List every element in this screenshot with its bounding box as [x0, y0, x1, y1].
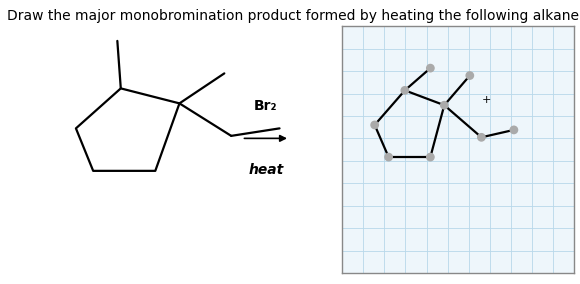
Point	[370, 123, 379, 127]
Text: Br₂: Br₂	[254, 99, 277, 113]
Text: heat: heat	[248, 163, 284, 177]
Point	[384, 155, 393, 159]
Point	[477, 135, 486, 139]
Point	[509, 128, 519, 132]
Point	[465, 73, 474, 78]
Point	[426, 155, 435, 159]
Text: +: +	[481, 95, 491, 105]
Point	[426, 66, 435, 70]
Text: Draw the major monobromination product formed by heating the following alkane wi: Draw the major monobromination product f…	[7, 9, 580, 22]
Point	[440, 103, 449, 107]
Point	[400, 88, 409, 93]
